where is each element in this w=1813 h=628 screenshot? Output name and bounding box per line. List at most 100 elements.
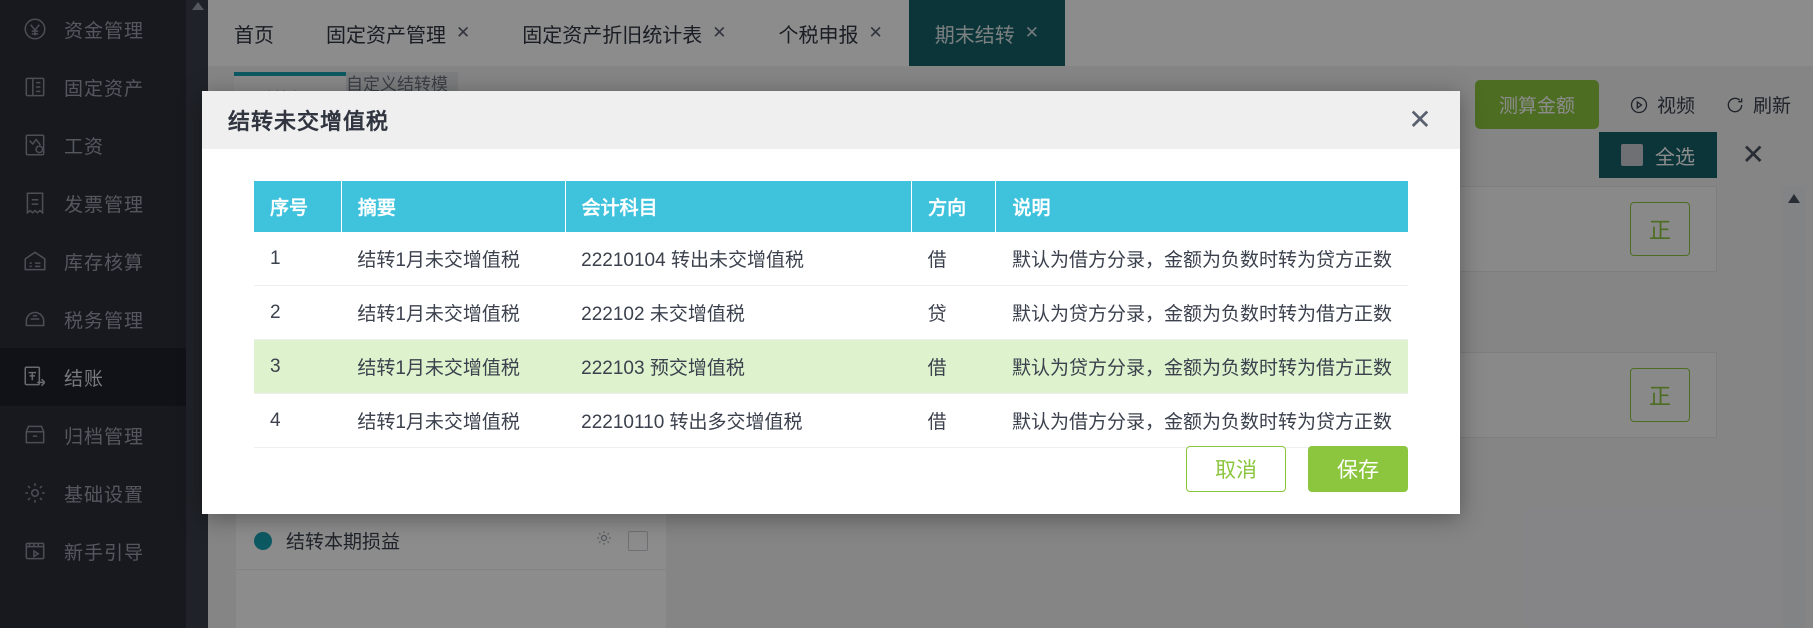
gear-icon — [22, 480, 48, 506]
tab-shouye[interactable]: 首页 — [208, 0, 300, 66]
cell-no: 2 — [254, 285, 342, 340]
table-body: 1 结转1月未交增值税 22210104 转出未交增值税 借 默认为借方分录，金… — [254, 232, 1408, 448]
tab-close-icon[interactable]: ✕ — [868, 23, 883, 42]
close-icon[interactable]: ✕ — [1408, 104, 1432, 135]
tax-icon — [22, 306, 48, 332]
tab-close-icon[interactable]: ✕ — [1024, 23, 1039, 42]
cell-account: 222102 未交增值税 — [565, 285, 912, 340]
sidebar-item-fapiaoguanli[interactable]: 发票管理 — [0, 174, 186, 232]
sidebar-item-gongzi[interactable]: 工资 — [0, 116, 186, 174]
video-link[interactable]: 视频 — [1629, 91, 1695, 118]
cell-account: 222103 预交增值税 — [565, 339, 912, 394]
sidebar-item-label: 发票管理 — [64, 194, 145, 216]
dialog-title: 结转未交增值税 — [228, 109, 390, 134]
cell-account: 22210110 转出多交增值税 — [565, 393, 912, 448]
select-all-checkbox[interactable] — [1621, 144, 1643, 166]
tab-close-icon[interactable]: ✕ — [456, 23, 471, 42]
status-dot-icon — [254, 531, 272, 550]
sidebar-item-gudingzichan[interactable]: 固定资产 — [0, 58, 186, 116]
invoice-icon — [22, 190, 48, 216]
select-all-bar[interactable]: 全选 — [1599, 132, 1717, 178]
gear-icon[interactable] — [594, 528, 614, 554]
table-row[interactable]: 4 结转1月未交增值税 22210110 转出多交增值税 借 默认为借方分录，金… — [254, 393, 1408, 448]
list-item-label: 结转本期损益 — [286, 532, 401, 553]
cell-direction: 借 — [911, 232, 996, 286]
sidebar-item-guidangguanli[interactable]: 归档管理 — [0, 406, 186, 464]
column-header-note: 说明 — [995, 181, 1408, 232]
column-header-direction: 方向 — [911, 181, 997, 232]
tab-close-icon[interactable]: ✕ — [712, 23, 727, 42]
sidebar-item-label: 归档管理 — [64, 426, 145, 448]
tab-label: 期末结转 — [934, 24, 1015, 47]
page-toolbar: 测算金额 视频 刷新 — [1474, 80, 1791, 129]
sidebar-item-label: 固定资产 — [64, 78, 145, 100]
cell-summary: 结转1月未交增值税 — [341, 232, 566, 286]
table-row[interactable]: 1 结转1月未交增值税 22210104 转出未交增值税 借 默认为借方分录，金… — [254, 232, 1408, 286]
sidebar-item-label: 结账 — [64, 368, 105, 390]
cell-direction: 借 — [911, 393, 996, 448]
table-row[interactable]: 3 结转1月未交增值税 222103 预交增值税 借 默认为贷方分录，金额为负数… — [254, 339, 1408, 394]
scroll-up-icon[interactable] — [1788, 194, 1800, 203]
select-all-label: 全选 — [1655, 146, 1695, 169]
cell-note: 默认为借方分录，金额为负数时转为贷方正数 — [995, 232, 1408, 286]
tab-gudingzichanzhejiutongjibiao[interactable]: 固定资产折旧统计表 ✕ — [496, 0, 752, 66]
right-card: 正 — [1417, 352, 1717, 438]
sidebar-item-shuiwuguanli[interactable]: 税务管理 — [0, 290, 186, 348]
calculate-amount-button[interactable]: 测算金额 — [1474, 80, 1599, 129]
sidebar-item-label: 库存核算 — [64, 252, 145, 274]
video-link-label: 视频 — [1656, 96, 1695, 117]
cell-no: 3 — [254, 339, 342, 394]
right-card: 正 — [1417, 186, 1717, 272]
card-action-button[interactable]: 正 — [1629, 202, 1690, 256]
sidebar-item-label: 税务管理 — [64, 310, 145, 332]
sidebar-item-jiezhang[interactable]: 结账 — [0, 348, 186, 406]
settle-icon — [22, 364, 48, 390]
tab-label: 个税申报 — [778, 24, 859, 47]
column-header-account: 会计科目 — [565, 181, 913, 232]
dialog-footer: 取消 保存 — [1186, 446, 1408, 492]
row-checkbox[interactable] — [628, 530, 648, 551]
building-icon — [22, 74, 48, 100]
save-button[interactable]: 保存 — [1308, 446, 1408, 492]
cell-no: 4 — [254, 393, 342, 448]
sidebar-scroll-up-icon[interactable] — [192, 2, 204, 10]
tab-strip: 首页 固定资产管理 ✕ 固定资产折旧统计表 ✕ 个税申报 ✕ 期末结转 ✕ — [208, 0, 1813, 66]
sidebar-item-kucunhesuan[interactable]: 库存核算 — [0, 232, 186, 290]
cell-note: 默认为贷方分录，金额为负数时转为借方正数 — [995, 285, 1408, 340]
cell-account: 22210104 转出未交增值税 — [565, 232, 912, 286]
archive-icon — [22, 422, 48, 448]
sidebar-item-xinshouyindao[interactable]: 新手引导 — [0, 522, 186, 580]
cell-note: 默认为贷方分录，金额为负数时转为借方正数 — [995, 339, 1408, 394]
select-all-close-icon[interactable]: ✕ — [1741, 139, 1765, 170]
table-row[interactable]: 2 结转1月未交增值税 222102 未交增值税 贷 默认为贷方分录，金额为负数… — [254, 285, 1408, 340]
tab-qimojiezhuan[interactable]: 期末结转 ✕ — [908, 0, 1065, 66]
sidebar-item-label: 资金管理 — [64, 20, 145, 42]
page-scrollbar[interactable] — [1783, 186, 1805, 628]
sidebar-item-jichushezhi[interactable]: 基础设置 — [0, 464, 186, 522]
tab-geshuishenbao[interactable]: 个税申报 ✕ — [753, 0, 909, 66]
refresh-link-label: 刷新 — [1752, 96, 1791, 117]
cell-summary: 结转1月未交增值税 — [341, 285, 566, 340]
payroll-icon — [22, 132, 48, 158]
list-item[interactable]: 结转本期损益 — [236, 512, 666, 570]
refresh-link[interactable]: 刷新 — [1725, 91, 1791, 118]
carryover-unpaid-vat-dialog: 结转未交增值税 ✕ 序号 摘要 会计科目 方向 说明 1 结转1 — [202, 91, 1460, 514]
card-action-button[interactable]: 正 — [1629, 368, 1690, 422]
dialog-body: 序号 摘要 会计科目 方向 说明 1 结转1月未交增值税 22210104 转出… — [202, 149, 1460, 448]
cell-direction: 借 — [911, 339, 996, 394]
tab-label: 首页 — [234, 24, 274, 47]
sidebar-item-zijinguanli[interactable]: 资金管理 — [0, 0, 186, 58]
column-header-summary: 摘要 — [341, 181, 566, 232]
sidebar: 资金管理 固定资产 工资 — [0, 0, 186, 628]
cancel-button[interactable]: 取消 — [1186, 446, 1286, 492]
cell-no: 1 — [254, 232, 342, 286]
tab-label: 固定资产折旧统计表 — [522, 24, 703, 47]
cell-direction: 贷 — [911, 285, 996, 340]
tab-gudingzichanguanli[interactable]: 固定资产管理 ✕ — [300, 0, 496, 66]
play-circle-icon — [1630, 96, 1648, 113]
video-guide-icon — [22, 538, 48, 564]
table-head: 序号 摘要 会计科目 方向 说明 — [254, 181, 1408, 232]
cell-summary: 结转1月未交增值税 — [341, 339, 566, 394]
warehouse-icon — [22, 248, 48, 274]
cell-summary: 结转1月未交增值税 — [341, 393, 566, 448]
